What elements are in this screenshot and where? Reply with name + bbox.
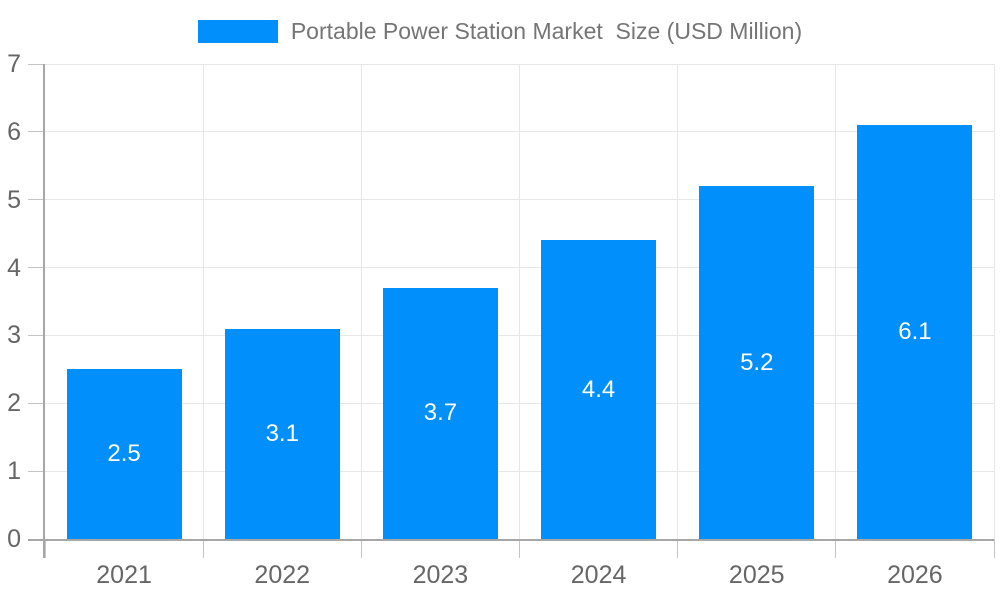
- x-axis-tick: [202, 539, 204, 558]
- y-axis-tick: [28, 334, 45, 336]
- x-axis-tick: [835, 539, 837, 558]
- bar-value-label: 3.1: [265, 419, 299, 447]
- bar[interactable]: 3.7: [382, 287, 498, 539]
- y-axis-label: 5: [7, 185, 21, 214]
- x-axis-label: 2022: [254, 561, 311, 589]
- y-axis-tick: [28, 199, 45, 201]
- legend-label: Portable Power Station Market Size (USD …: [290, 18, 803, 44]
- bar[interactable]: 2.5: [66, 369, 182, 539]
- bar-value-label: 5.2: [740, 348, 774, 376]
- plot-area: 0 1 2 3 4 5 6 7 2.5 2021 3.1 2022 3.7 2023 4.4 2024 5.2 2…: [7, 50, 995, 589]
- y-axis-line: [43, 64, 45, 558]
- x-axis-label: 2023: [412, 561, 469, 589]
- gridline-vertical: [202, 64, 204, 539]
- legend-item[interactable]: Portable Power Station Market Size (USD …: [0, 16, 1000, 46]
- y-axis-label: 1: [7, 457, 21, 486]
- legend-swatch: [197, 19, 278, 43]
- x-axis-tick: [993, 539, 995, 558]
- x-axis-label: 2026: [887, 561, 943, 589]
- x-axis-label: 2021: [96, 561, 152, 589]
- bar[interactable]: 5.2: [699, 186, 815, 539]
- x-axis-label: 2024: [570, 561, 627, 589]
- gridline-vertical: [993, 64, 995, 539]
- y-axis-tick: [28, 470, 45, 472]
- y-axis-label: 2: [7, 389, 21, 418]
- x-axis-line: [28, 539, 994, 541]
- y-axis-tick: [28, 131, 45, 133]
- bar[interactable]: 6.1: [857, 125, 973, 539]
- x-axis-label: 2025: [728, 561, 785, 589]
- y-axis-label: 7: [7, 50, 21, 78]
- bar[interactable]: 4.4: [541, 240, 657, 539]
- y-axis-label: 0: [7, 525, 21, 553]
- y-axis-tick: [28, 63, 45, 65]
- x-axis-tick: [44, 539, 46, 558]
- y-axis-label: 4: [7, 253, 21, 282]
- bar-value-label: 2.5: [107, 440, 141, 468]
- bar[interactable]: 3.1: [224, 328, 340, 539]
- y-axis-label: 3: [7, 321, 21, 350]
- y-axis-tick: [28, 267, 45, 269]
- gridline-vertical: [835, 64, 837, 539]
- gridline-vertical: [360, 64, 362, 539]
- bar-value-label: 3.7: [423, 399, 458, 427]
- gridline-vertical: [677, 64, 679, 539]
- bar-value-label: 4.4: [581, 375, 616, 403]
- y-axis-tick: [28, 402, 45, 404]
- bar-value-label: 6.1: [898, 318, 932, 346]
- x-axis-tick: [519, 539, 520, 558]
- x-axis-tick: [677, 539, 679, 558]
- gridline-vertical: [519, 64, 520, 539]
- y-axis-label: 6: [7, 117, 21, 146]
- x-axis-tick: [360, 539, 362, 558]
